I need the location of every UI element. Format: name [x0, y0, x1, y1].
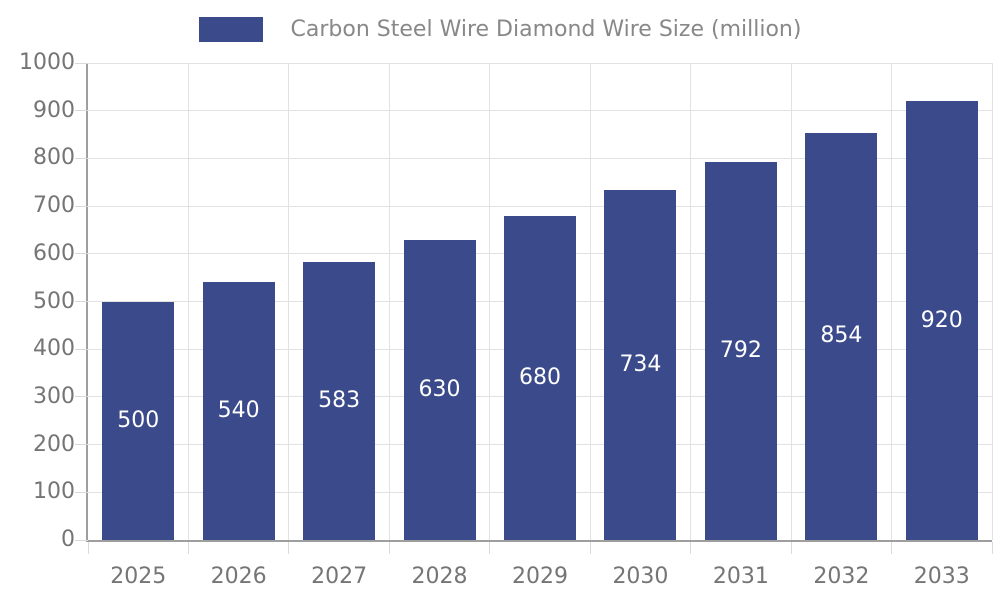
x-axis-tick [288, 542, 290, 554]
y-axis-label: 1000 [19, 50, 75, 75]
bar: 854 [805, 132, 878, 540]
bar-value-label: 500 [117, 407, 160, 433]
x-axis-line [86, 540, 992, 542]
y-axis-tick [75, 396, 88, 398]
y-axis-tick [75, 62, 88, 64]
bar-value-label: 734 [619, 351, 662, 377]
v-gridline [790, 63, 792, 540]
v-gridline [388, 63, 390, 540]
x-axis-tick [187, 542, 189, 554]
x-axis-tick [690, 542, 692, 554]
y-axis-label: 600 [33, 240, 75, 266]
y-axis-line [86, 63, 88, 542]
v-gridline [589, 63, 591, 540]
bar-value-label: 792 [719, 338, 762, 364]
v-gridline [690, 63, 692, 540]
v-gridline [891, 63, 893, 540]
v-gridline [288, 63, 290, 540]
x-axis-label: 2032 [813, 564, 870, 589]
y-axis-label: 200 [33, 431, 75, 457]
bar: 920 [905, 101, 978, 540]
bar: 583 [303, 261, 376, 540]
y-axis-label: 300 [33, 383, 75, 409]
bar: 630 [403, 239, 476, 540]
x-axis-label: 2025 [110, 564, 167, 589]
bar-value-label: 854 [820, 323, 863, 349]
x-axis-label: 2033 [913, 564, 970, 589]
x-axis-tick [489, 542, 491, 554]
bar-value-label: 630 [418, 376, 461, 402]
h-gridline [88, 157, 992, 159]
bar: 680 [504, 215, 576, 540]
y-axis-tick [75, 348, 88, 350]
x-axis-tick [991, 542, 993, 554]
y-axis-tick [75, 205, 88, 207]
x-axis-label: 2029 [511, 564, 568, 589]
h-gridline [88, 62, 992, 64]
x-axis-tick [790, 542, 792, 554]
x-axis-label: 2027 [311, 564, 368, 589]
bar-value-label: 680 [519, 364, 561, 390]
h-gridline [88, 205, 992, 207]
y-axis-tick [75, 444, 88, 446]
h-gridline [88, 110, 992, 112]
bar: 500 [102, 301, 175, 540]
bar: 792 [704, 162, 777, 540]
x-axis-tick [87, 542, 89, 554]
y-axis-label: 900 [33, 97, 75, 123]
x-axis-label: 2028 [411, 564, 468, 589]
legend-label: Carbon Steel Wire Diamond Wire Size (mil… [290, 17, 802, 42]
x-axis-label: 2031 [712, 564, 769, 589]
y-axis-label: 700 [33, 193, 75, 219]
y-axis-tick [75, 301, 88, 302]
bar-value-label: 540 [217, 398, 260, 424]
y-axis-tick [75, 253, 88, 255]
x-axis-label: 2030 [612, 564, 669, 589]
x-axis-tick [589, 542, 591, 554]
y-axis-tick [75, 539, 88, 541]
y-axis-label: 400 [33, 336, 75, 362]
bar: 540 [202, 282, 275, 540]
legend: Carbon Steel Wire Diamond Wire Size (mil… [0, 17, 1000, 42]
plot-area: 500 540 583 630 680 734 792 854 920 [88, 62, 993, 540]
x-axis-label: 2026 [210, 564, 267, 589]
y-axis-label: 800 [33, 145, 75, 171]
bar-value-label: 583 [318, 387, 361, 413]
y-axis-label: 500 [33, 288, 75, 314]
v-gridline [187, 63, 189, 540]
v-gridline [489, 63, 491, 540]
v-gridline [991, 63, 993, 540]
y-axis-label: 0 [61, 527, 75, 552]
y-axis-label: 100 [33, 479, 75, 505]
y-axis-tick [75, 110, 88, 112]
y-axis-tick [75, 157, 88, 159]
legend-swatch [198, 17, 263, 42]
x-axis-tick [388, 542, 390, 554]
bar-value-label: 920 [920, 307, 963, 333]
bar: 734 [604, 189, 677, 540]
x-axis-tick [891, 542, 893, 554]
y-axis-tick [75, 491, 88, 493]
